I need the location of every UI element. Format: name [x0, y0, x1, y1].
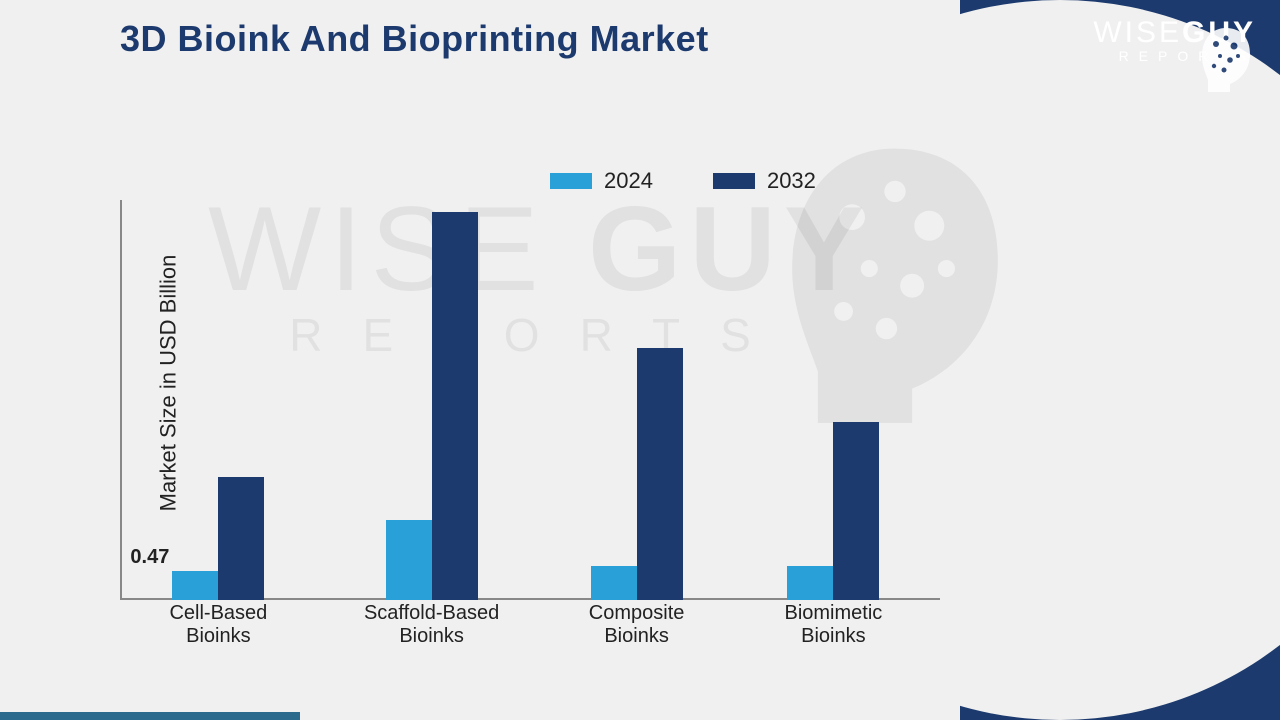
x-axis-category-label: CompositeBioinks: [547, 602, 727, 648]
chart-plot-area: 0.47Cell-BasedBioinks Scaffold-BasedBioin…: [120, 200, 940, 600]
chart-stage: 3D Bioink And Bioprinting Market WISEGUY…: [0, 0, 1280, 720]
legend-item: 2024: [550, 168, 653, 194]
bar: [591, 566, 637, 600]
chart-title: 3D Bioink And Bioprinting Market: [120, 18, 709, 60]
bar: [218, 477, 264, 600]
legend-label: 2032: [767, 168, 816, 194]
bar: [833, 422, 879, 600]
logo-word-1: WISE: [1093, 16, 1182, 49]
chart-legend: 2024 2032: [550, 168, 816, 194]
bar-group: Scaffold-BasedBioinks: [386, 212, 478, 600]
brand-head-icon: [1196, 26, 1256, 96]
x-axis-category-label: Cell-BasedBioinks: [128, 602, 308, 648]
legend-swatch: [713, 173, 755, 189]
x-axis-category-label: BiomimeticBioinks: [743, 602, 923, 648]
bar: [386, 520, 432, 600]
bar-group: 0.47Cell-BasedBioinks: [172, 477, 264, 600]
x-axis-category-label: Scaffold-BasedBioinks: [342, 602, 522, 648]
bar: [172, 571, 218, 600]
bar-group: BiomimeticBioinks: [787, 422, 879, 600]
bar-value-label: 0.47: [130, 546, 169, 569]
bar-group: CompositeBioinks: [591, 348, 683, 600]
bar: [787, 566, 833, 600]
legend-swatch: [550, 173, 592, 189]
bar: [432, 212, 478, 600]
legend-label: 2024: [604, 168, 653, 194]
y-axis-line: [120, 200, 122, 600]
bottom-stripe: [0, 712, 300, 720]
brand-logo: WISEGUY REPORTS: [996, 16, 1256, 64]
legend-item: 2032: [713, 168, 816, 194]
bar: [637, 348, 683, 600]
